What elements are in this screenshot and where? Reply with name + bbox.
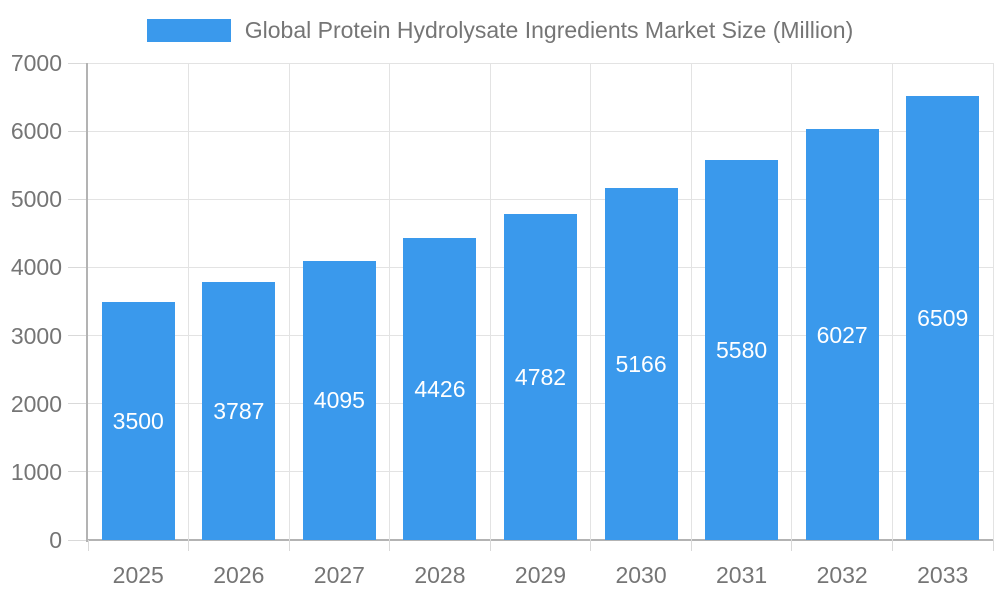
- y-axis-line: [86, 63, 88, 542]
- h-gridline: [88, 198, 993, 200]
- bar[interactable]: 4782: [504, 214, 577, 540]
- bar-value-label: 6509: [917, 305, 969, 332]
- x-axis-line: [88, 539, 993, 541]
- bar[interactable]: 4426: [403, 238, 477, 540]
- bar[interactable]: 5166: [604, 187, 678, 540]
- x-tick: [791, 540, 793, 551]
- v-gridline: [992, 63, 994, 540]
- v-gridline: [389, 63, 391, 540]
- v-gridline: [690, 63, 692, 540]
- y-axis-label: 0: [49, 527, 62, 553]
- bar[interactable]: 5580: [705, 159, 779, 540]
- x-tick: [891, 540, 893, 551]
- x-axis-label: 2028: [414, 562, 466, 588]
- v-gridline: [188, 63, 190, 540]
- bar-value-label: 4095: [313, 387, 365, 414]
- x-axis-label: 2027: [313, 562, 365, 588]
- y-tick: [68, 266, 88, 268]
- legend-label: Global Protein Hydrolysate Ingredients M…: [244, 17, 854, 43]
- x-axis-label: 2030: [615, 562, 667, 588]
- y-tick: [68, 130, 88, 132]
- bar-value-label: 5580: [716, 336, 768, 363]
- v-gridline: [489, 63, 491, 540]
- v-gridline: [891, 63, 893, 540]
- legend-swatch: [146, 19, 231, 42]
- v-gridline: [590, 63, 592, 540]
- x-tick: [992, 540, 994, 551]
- x-axis-label: 2033: [917, 562, 969, 588]
- bar[interactable]: 6509: [906, 96, 980, 540]
- bar[interactable]: 6027: [805, 129, 879, 540]
- x-tick: [288, 540, 290, 551]
- x-axis-label: 2029: [514, 562, 567, 588]
- y-axis-label: 7000: [10, 50, 62, 76]
- x-tick: [590, 540, 592, 551]
- bar-value-label: 3500: [112, 407, 164, 434]
- y-tick: [68, 62, 88, 64]
- x-tick: [690, 540, 692, 551]
- y-axis-label: 3000: [10, 322, 62, 349]
- x-tick: [87, 540, 89, 551]
- y-axis-label: 5000: [10, 186, 62, 213]
- y-axis-label: 2000: [10, 390, 62, 417]
- y-tick: [68, 471, 88, 473]
- h-gridline: [88, 62, 993, 64]
- y-axis-label: 6000: [10, 118, 62, 145]
- y-axis-label: 1000: [10, 458, 62, 485]
- x-axis-label: 2026: [213, 562, 265, 588]
- x-axis-label: 2031: [716, 562, 768, 588]
- bar[interactable]: 3500: [101, 301, 175, 540]
- y-tick: [68, 403, 88, 405]
- y-tick: [68, 539, 88, 541]
- legend-item[interactable]: Global Protein Hydrolysate Ingredients M…: [0, 17, 1000, 44]
- bar-value-label: 6027: [816, 321, 868, 348]
- v-gridline: [288, 63, 290, 540]
- y-axis-label: 4000: [10, 254, 62, 281]
- h-gridline: [88, 130, 993, 132]
- x-axis-label: 2032: [816, 562, 868, 588]
- bar[interactable]: 3787: [202, 281, 276, 540]
- y-tick: [68, 198, 88, 200]
- v-gridline: [791, 63, 793, 540]
- bar-value-label: 5166: [615, 350, 667, 377]
- x-tick: [389, 540, 391, 551]
- x-tick: [489, 540, 491, 551]
- y-tick: [68, 335, 88, 337]
- x-axis-label: 2025: [112, 562, 164, 588]
- bar[interactable]: 4095: [302, 260, 376, 540]
- bar-value-label: 4782: [514, 364, 567, 391]
- bar-value-label: 3787: [213, 397, 265, 424]
- x-tick: [188, 540, 190, 551]
- bar-value-label: 4426: [414, 376, 466, 403]
